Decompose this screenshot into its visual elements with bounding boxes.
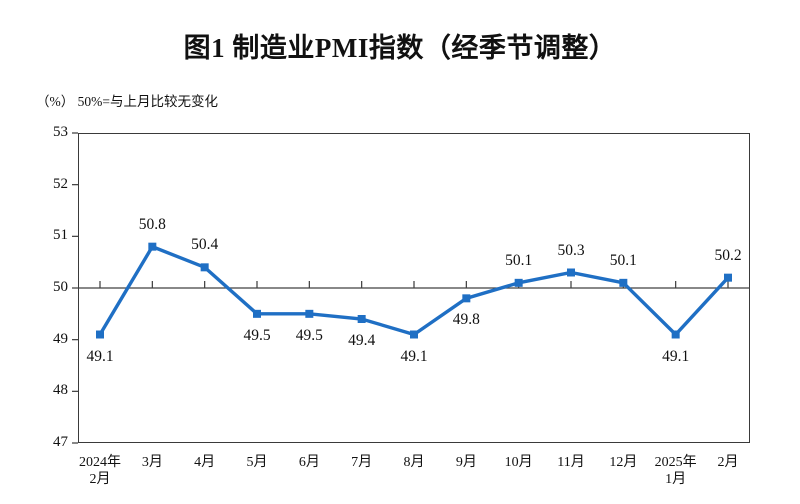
x-axis-tick-label: 8月 bbox=[404, 455, 425, 472]
data-point-marker bbox=[96, 330, 104, 339]
data-point-marker bbox=[724, 273, 732, 282]
data-point-marker bbox=[514, 278, 523, 287]
y-axis-tick-marks bbox=[72, 132, 78, 444]
data-point-marker bbox=[567, 268, 575, 277]
x-axis-tick-label-line1: 3月 bbox=[141, 455, 163, 470]
x-axis-tick-label: 11月 bbox=[557, 455, 584, 472]
data-point-label: 49.1 bbox=[86, 347, 114, 365]
x-axis-tick-label-line1: 2月 bbox=[717, 455, 739, 470]
x-axis-tick-label: 12月 bbox=[609, 455, 637, 472]
data-point-marker bbox=[410, 330, 418, 339]
data-point-label: 49.5 bbox=[295, 326, 323, 344]
x-axis-tick-label-line1: 4月 bbox=[194, 455, 216, 470]
x-axis-tick-label-line1: 11月 bbox=[557, 455, 585, 470]
x-axis-tick-label-line1: 6月 bbox=[298, 455, 320, 470]
data-point-label: 50.4 bbox=[191, 236, 219, 254]
y-axis-tick-label: 52 bbox=[53, 175, 68, 192]
chart-subtitle-unit-note: （%） 50%=与上月比较无变化 bbox=[36, 94, 218, 109]
x-axis-tick-label: 5月 bbox=[247, 455, 268, 472]
x-axis-tick-label: 2024年 2月 bbox=[79, 455, 121, 488]
y-axis-tick-label: 51 bbox=[53, 227, 68, 244]
data-point-label: 50.1 bbox=[609, 251, 637, 269]
data-point-marker bbox=[253, 309, 261, 318]
x-axis-tick-label-line1: 2024年 bbox=[79, 455, 121, 470]
data-point-label: 49.1 bbox=[400, 347, 428, 365]
data-point-label: 50.1 bbox=[505, 251, 533, 269]
x-axis-tick-label-line1: 9月 bbox=[455, 455, 477, 470]
x-axis-tick-label: 9月 bbox=[456, 455, 477, 472]
x-axis-tick-label: 10月 bbox=[505, 455, 533, 472]
x-axis-tick-label-line1: 12月 bbox=[609, 455, 638, 470]
data-point-marker bbox=[462, 294, 471, 303]
series-markers bbox=[96, 242, 732, 339]
chart-title: 图1 制造业PMI指数（经季节调整） bbox=[183, 33, 617, 63]
data-point-label: 49.4 bbox=[348, 332, 376, 349]
x-axis-tick-label-line1: 7月 bbox=[351, 455, 373, 470]
data-point-label: 50.3 bbox=[557, 241, 585, 259]
data-point-label: 49.5 bbox=[243, 326, 271, 344]
x-axis-tick-label-line1: 10月 bbox=[504, 455, 533, 470]
x-axis-tick-marks bbox=[99, 281, 729, 288]
x-axis-tick-label: 2月 bbox=[718, 455, 739, 472]
x-axis-tick-label: 2025年 1月 bbox=[655, 455, 697, 488]
x-axis-tick-label: 6月 bbox=[299, 455, 320, 472]
x-axis-tick-label: 4月 bbox=[194, 455, 215, 472]
y-axis-tick-label: 53 bbox=[53, 124, 68, 140]
y-axis-tick-label: 50 bbox=[53, 279, 68, 295]
x-axis-tick-label-line1: 5月 bbox=[246, 455, 268, 470]
x-axis-tick-label: 3月 bbox=[142, 455, 163, 472]
data-point-label: 50.2 bbox=[714, 246, 742, 264]
x-axis-tick-label-line1: 2025年 bbox=[654, 455, 697, 470]
y-axis-tick-label: 49 bbox=[53, 330, 68, 347]
x-axis-tick-label-line2: 2月 bbox=[89, 471, 111, 487]
x-axis-tick-label: 7月 bbox=[351, 455, 372, 472]
y-axis-tick-label: 47 bbox=[53, 434, 68, 450]
data-point-marker bbox=[305, 309, 314, 318]
data-point-marker bbox=[619, 278, 628, 287]
y-axis-tick-label: 48 bbox=[53, 382, 68, 399]
data-point-marker bbox=[148, 242, 157, 251]
data-point-label: 50.8 bbox=[138, 215, 166, 233]
data-point-label: 49.1 bbox=[662, 347, 690, 365]
data-point-marker bbox=[671, 330, 680, 339]
data-point-marker bbox=[357, 315, 366, 323]
x-axis-tick-label-line2: 1月 bbox=[665, 471, 687, 487]
x-axis-tick-label-line1: 8月 bbox=[403, 455, 425, 470]
data-point-label: 49.8 bbox=[452, 311, 480, 329]
data-point-marker bbox=[200, 263, 209, 272]
